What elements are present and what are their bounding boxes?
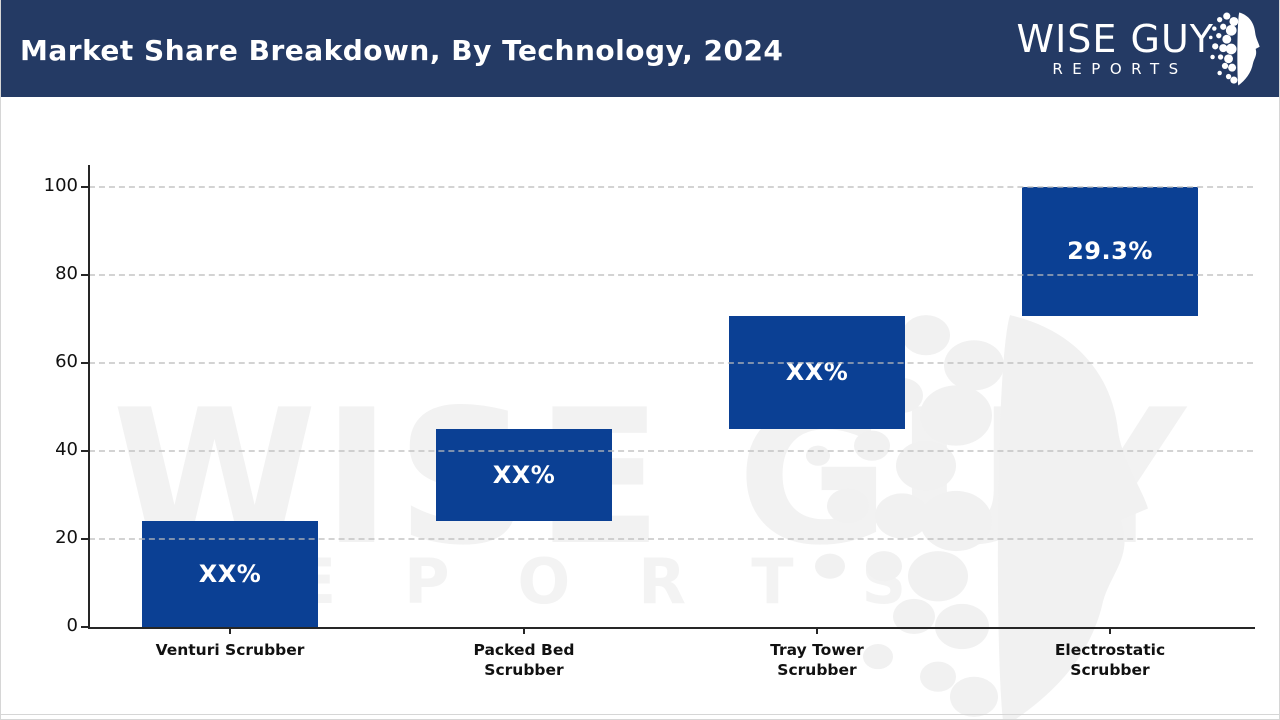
x-axis-label-line: Scrubber: [777, 661, 857, 680]
brand-logo: WISE GUY REPORTS: [1017, 8, 1266, 90]
bottom-divider: [0, 714, 1280, 715]
x-axis-label-line: Electrostatic: [1054, 641, 1166, 659]
gridline-40: [89, 450, 1253, 452]
x-axis-label-line: Venturi Scrubber: [155, 641, 305, 659]
x-axis-label-packed-bed-scrubber: Packed Bed Scrubber: [414, 640, 634, 681]
y-tick-label-0: 0: [66, 615, 78, 636]
x-tick-mark-packed-bed-scrubber: [523, 629, 525, 634]
x-axis-label-line: Scrubber: [484, 661, 564, 680]
y-tick-mark-0: [81, 626, 89, 628]
x-axis-label-line: Tray Tower: [770, 641, 864, 659]
x-tick-mark-tray-tower-scrubber: [816, 629, 818, 634]
x-axis-label-electrostatic-scrubber: Electrostatic Scrubber: [1000, 640, 1220, 681]
y-tick-mark-40: [81, 450, 89, 452]
y-tick-label-100: 100: [43, 175, 78, 196]
bar-venturi-scrubber: XX%: [142, 520, 318, 627]
x-axis-label-line: Scrubber: [1070, 661, 1150, 680]
gridline-100: [89, 186, 1253, 188]
header-bar: Market Share Breakdown, By Technology, 2…: [0, 0, 1280, 97]
gridline-80: [89, 274, 1253, 276]
brand-name: WISE GUY: [1016, 16, 1214, 61]
x-axis-label-venturi-scrubber: Venturi Scrubber: [120, 640, 340, 660]
gridline-20: [89, 538, 1253, 540]
y-tick-mark-20: [81, 538, 89, 540]
x-tick-mark-electrostatic-scrubber: [1109, 629, 1111, 634]
y-tick-label-20: 20: [55, 527, 78, 548]
face-profile-dots-icon: [1209, 12, 1260, 86]
y-tick-label-80: 80: [55, 263, 78, 284]
bar-electrostatic-scrubber: 29.3%: [1022, 187, 1198, 316]
x-axis-line: [88, 627, 1255, 629]
y-tick-mark-100: [81, 186, 89, 188]
bar-packed-bed-scrubber: XX%: [436, 429, 612, 521]
y-tick-mark-60: [81, 362, 89, 364]
bar-value-label: XX%: [492, 460, 556, 489]
y-tick-mark-80: [81, 274, 89, 276]
x-axis-label-line: Packed Bed: [473, 641, 575, 659]
bar-tray-tower-scrubber: XX%: [729, 315, 905, 429]
page-title: Market Share Breakdown, By Technology, 2…: [20, 34, 784, 67]
x-axis-label-tray-tower-scrubber: Tray Tower Scrubber: [707, 640, 927, 681]
bar-value-label: XX%: [198, 559, 262, 588]
bar-value-label: 29.3%: [1067, 237, 1153, 266]
y-tick-label-60: 60: [55, 351, 78, 372]
y-axis-line: [88, 165, 90, 629]
brand-logo-text: WISE GUY REPORTS: [1016, 16, 1214, 79]
brand-subtitle: REPORTS: [1052, 60, 1188, 79]
y-tick-label-40: 40: [55, 439, 78, 460]
gridline-60: [89, 362, 1253, 364]
x-tick-mark-venturi-scrubber: [229, 629, 231, 634]
